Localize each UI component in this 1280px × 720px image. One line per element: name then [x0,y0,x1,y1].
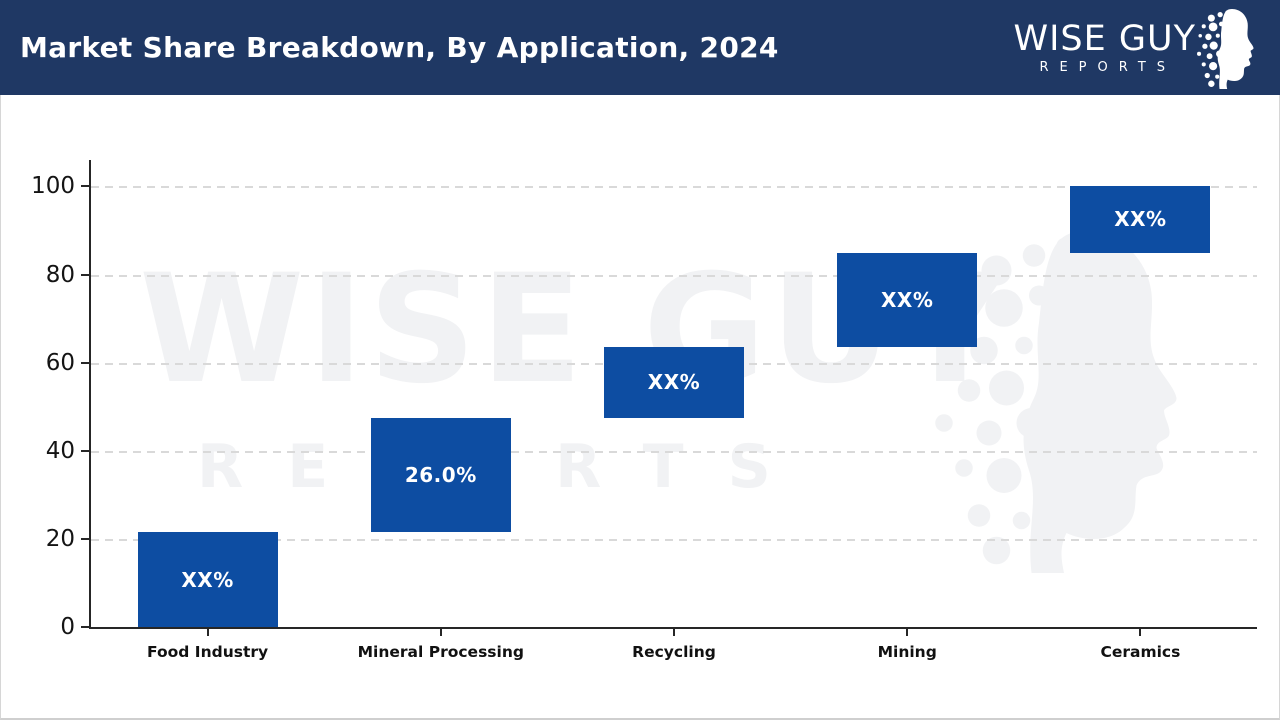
x-tick-mark [673,627,675,636]
bar-label: XX% [1114,207,1167,232]
bar-ceramics: XX% [1070,186,1211,253]
bar-label: XX% [181,567,234,592]
x-tick-mark [1139,627,1142,636]
page-title: Market Share Breakdown, By Application, … [20,31,779,64]
bar-food-industry: XX% [137,532,278,627]
y-tick-mark [81,626,90,628]
y-tick-label: 80 [45,261,75,288]
bar-mineral-processing: 26.0% [370,417,511,533]
bar-mining: XX% [837,252,978,348]
logo-line2: REPORTS [1039,59,1177,75]
x-category-label: Food Industry [147,643,269,661]
x-category-label: Mineral Processing [357,643,524,661]
gridline [91,538,1257,541]
y-tick-mark [81,449,90,452]
gridline [91,186,1257,189]
brand-logo: WISE GUY REPORTS [1013,7,1262,89]
x-category-label: Mining [877,643,937,661]
y-tick-mark [81,273,90,276]
x-tick-mark [206,627,209,636]
y-tick-mark [81,185,90,188]
header: Market Share Breakdown, By Application, … [0,0,1280,95]
logo-line1: WISE GUY [1013,18,1196,59]
y-tick-mark [81,537,90,540]
bar-label: 26.0% [404,463,477,487]
y-tick-label: 40 [45,437,75,464]
y-tick-label: 20 [45,525,75,552]
gridline [91,274,1257,277]
y-tick-label: 100 [31,173,75,200]
y-tick-mark [81,361,90,364]
gridline [91,450,1257,453]
logo-wordmark: WISE GUY REPORTS [1013,18,1196,75]
x-tick-mark [439,627,442,636]
plot-area: 0 20 40 60 80 100 XX% Food Industry 26.0% Mineral… [31,160,1257,661]
y-tick-label: 60 [45,349,75,376]
bar-label: XX% [880,287,934,312]
x-category-label: Recycling [632,643,716,661]
bar-recycling: XX% [604,347,744,418]
wiseguy-head-icon [1197,8,1254,89]
x-tick-mark [906,627,909,636]
x-category-label: Ceramics [1100,643,1181,661]
bar-label: XX% [647,370,701,395]
y-tick-label: 0 [60,614,75,640]
